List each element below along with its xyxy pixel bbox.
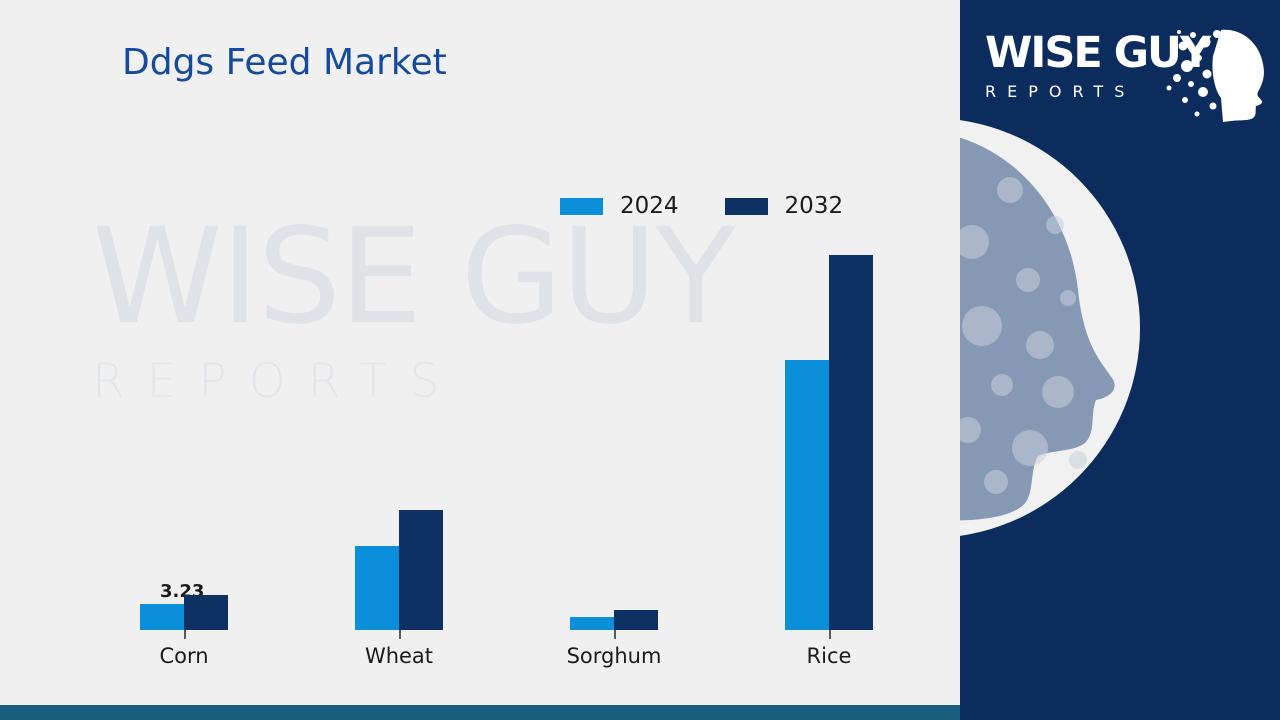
bar-sorghum-2024[interactable] bbox=[570, 617, 614, 630]
bottom-accent-strip bbox=[0, 705, 960, 720]
panel-head-silhouette-icon bbox=[960, 137, 1115, 521]
axis-tick-wheat bbox=[399, 630, 401, 639]
legend-label-2032: 2032 bbox=[784, 193, 844, 219]
legend-swatch-2024-icon bbox=[560, 197, 603, 215]
bar-sorghum-2032[interactable] bbox=[614, 610, 658, 630]
bar-pair-wheat bbox=[355, 510, 443, 630]
category-label-wheat: Wheat bbox=[364, 644, 434, 668]
axis-tick-rice bbox=[829, 630, 831, 639]
head-profile-icon bbox=[1166, 29, 1264, 122]
legend-item-2032[interactable]: 2032 bbox=[724, 193, 844, 219]
logo-brand-top: WISE GUY bbox=[985, 28, 1211, 78]
axis-tick-sorghum bbox=[614, 630, 616, 639]
axis-tick-corn bbox=[184, 630, 186, 639]
plot-area: 3.23 Corn Wheat Sorghum bbox=[100, 170, 930, 670]
bar-corn-2024[interactable] bbox=[140, 604, 184, 630]
bar-rice-2024[interactable] bbox=[785, 360, 829, 630]
logo-brand-bottom: REPORTS bbox=[985, 82, 1136, 101]
bar-pair-sorghum bbox=[570, 610, 658, 630]
chart-legend: 2024 2032 bbox=[560, 193, 843, 219]
legend-label-2024: 2024 bbox=[620, 193, 679, 219]
bar-corn-2032[interactable] bbox=[184, 595, 228, 630]
page-title: Ddgs Feed Market bbox=[122, 42, 447, 83]
category-label-sorghum: Sorghum bbox=[566, 644, 662, 668]
category-label-rice: Rice bbox=[806, 644, 852, 668]
brand-logo[interactable]: WISE GUY REPORTS bbox=[985, 28, 1265, 122]
legend-swatch-2032-icon bbox=[724, 197, 768, 215]
bar-wheat-2032[interactable] bbox=[399, 510, 443, 630]
legend-item-2024[interactable]: 2024 bbox=[560, 193, 679, 219]
category-label-corn: Corn bbox=[159, 644, 209, 668]
bar-pair-corn bbox=[140, 595, 228, 630]
bar-pair-rice bbox=[785, 255, 873, 630]
bar-wheat-2024[interactable] bbox=[355, 546, 399, 630]
bar-rice-2032[interactable] bbox=[829, 255, 873, 630]
panel-dot-pattern-icon bbox=[960, 177, 1087, 494]
